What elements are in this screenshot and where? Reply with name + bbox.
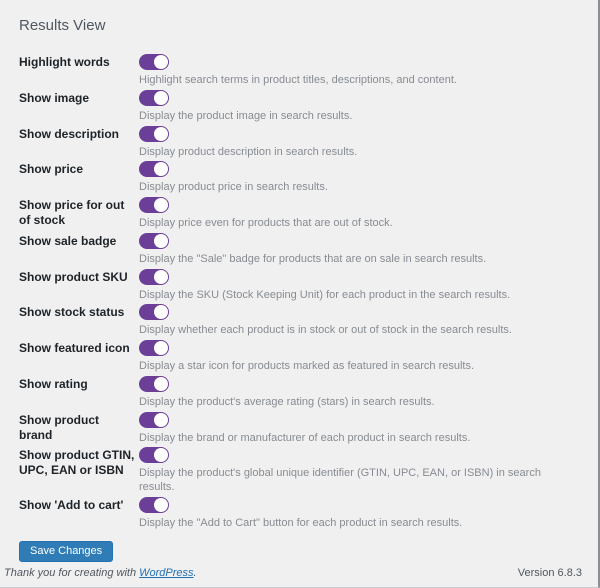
toggle-knob: [154, 497, 168, 512]
toggle-knob: [154, 90, 168, 105]
setting-row: Show product GTIN, UPC, EAN or ISBN Disp…: [19, 447, 578, 495]
setting-label: Show description: [19, 126, 120, 141]
setting-description: Display the "Sale" badge for products th…: [139, 252, 487, 265]
toggle-switch[interactable]: [139, 411, 169, 428]
setting-description: Display the brand or manufacturer of eac…: [139, 431, 471, 444]
toggle-switch[interactable]: [139, 89, 169, 106]
setting-control: Display product description in search re…: [139, 125, 578, 160]
footer-thanks: Thank you for creating with WordPress.: [4, 567, 197, 579]
toggle-knob: [154, 376, 168, 391]
setting-description: Display price even for products that are…: [139, 217, 393, 229]
footer-thanks-period: .: [193, 567, 197, 579]
toggle-knob: [154, 162, 168, 177]
setting-control: Display the product's average rating (st…: [139, 375, 578, 410]
setting-row: Show product SKU Display the SKU (Stock …: [19, 268, 578, 303]
toggle-knob: [154, 55, 168, 69]
setting-label: Show product GTIN, UPC, EAN or ISBN: [19, 448, 135, 478]
setting-control: Display the product image in search resu…: [139, 89, 578, 124]
toggle-knob: [154, 269, 168, 284]
toggle-switch[interactable]: [139, 125, 169, 142]
setting-row: Highlight words Highlight search terms i…: [19, 54, 578, 88]
toggle-switch[interactable]: [139, 161, 169, 178]
setting-row: Show image Display the product image in …: [19, 89, 578, 124]
setting-description: Highlight search terms in product titles…: [139, 74, 457, 86]
toggle-switch[interactable]: [139, 197, 169, 213]
setting-control: Display the "Sale" badge for products th…: [139, 232, 578, 267]
setting-description: Display the product's average rating (st…: [139, 395, 435, 408]
setting-row: Show rating Display the product's averag…: [19, 375, 578, 410]
setting-control: Display the "Add to Cart" button for eac…: [139, 496, 578, 531]
setting-control: Display a star icon for products marked …: [139, 340, 578, 374]
setting-label: Show price: [19, 162, 84, 177]
setting-control: Highlight search terms in product titles…: [139, 54, 578, 88]
setting-description: Display the product image in search resu…: [139, 109, 353, 122]
setting-row: Show sale badge Display the "Sale" badge…: [19, 232, 578, 267]
toggle-switch[interactable]: [139, 268, 169, 285]
setting-description: Display the SKU (Stock Keeping Unit) for…: [139, 288, 511, 301]
save-changes-button[interactable]: Save Changes: [19, 540, 114, 562]
toggle-knob: [154, 448, 168, 463]
setting-label: Show featured icon: [19, 341, 130, 355]
setting-description: Display the product's global unique iden…: [139, 467, 541, 493]
setting-description: Display product price in search results.: [139, 181, 328, 194]
toggle-switch[interactable]: [139, 375, 169, 392]
toggle-switch[interactable]: [139, 54, 169, 70]
setting-description: Display product description in search re…: [139, 145, 358, 158]
settings-content: Results View Highlight words Highlight s…: [19, 17, 578, 562]
setting-row: Show 'Add to cart' Display the "Add to C…: [19, 496, 578, 531]
toggle-knob: [154, 198, 168, 212]
settings-list: Highlight words Highlight search terms i…: [19, 54, 578, 531]
setting-control: Display price even for products that are…: [139, 197, 578, 231]
toggle-knob: [154, 126, 168, 141]
toggle-knob: [154, 412, 168, 427]
toggle-knob: [154, 341, 168, 355]
toggle-switch[interactable]: [139, 304, 169, 321]
page-title: Results View: [19, 17, 106, 34]
wordpress-link[interactable]: WordPress: [139, 567, 194, 579]
setting-label: Show rating: [19, 376, 88, 391]
toggle-switch[interactable]: [139, 232, 169, 249]
footer: Thank you for creating with WordPress. V…: [4, 567, 582, 579]
toggle-switch[interactable]: [139, 447, 169, 464]
setting-label: Show sale badge: [19, 233, 117, 248]
setting-row: Show price Display product price in sear…: [19, 161, 578, 195]
footer-version: Version 6.8.3: [517, 567, 582, 579]
setting-row: Show stock status Display whether each p…: [19, 304, 578, 338]
setting-control: Display the brand or manufacturer of eac…: [139, 411, 578, 446]
setting-label: Show product brand: [19, 412, 99, 442]
setting-label: Show price for out of stock: [19, 198, 125, 227]
setting-label: Show 'Add to cart': [19, 497, 124, 512]
toggle-switch[interactable]: [139, 496, 169, 513]
toggle-knob: [154, 305, 168, 320]
setting-control: Display the product's global unique iden…: [139, 447, 578, 495]
setting-label: Show stock status: [19, 305, 125, 320]
setting-row: Show featured icon Display a star icon f…: [19, 340, 578, 374]
setting-label: Highlight words: [19, 55, 110, 69]
setting-control: Display product price in search results.: [139, 161, 578, 195]
setting-description: Display whether each product is in stock…: [139, 324, 512, 337]
toggle-switch[interactable]: [139, 340, 169, 356]
setting-row: Show product brand Display the brand or …: [19, 411, 578, 446]
setting-description: Display the "Add to Cart" button for eac…: [139, 516, 463, 529]
setting-label: Show product SKU: [19, 269, 128, 284]
footer-thanks-text: Thank you for creating with: [4, 567, 140, 579]
setting-row: Show price for out of stock Display pric…: [19, 197, 578, 231]
setting-row: Show description Display product descrip…: [19, 125, 578, 160]
setting-description: Display a star icon for products marked …: [139, 360, 475, 372]
setting-label: Show image: [19, 90, 90, 105]
setting-control: Display whether each product is in stock…: [139, 304, 578, 338]
setting-control: Display the SKU (Stock Keeping Unit) for…: [139, 268, 578, 303]
toggle-knob: [154, 233, 168, 248]
